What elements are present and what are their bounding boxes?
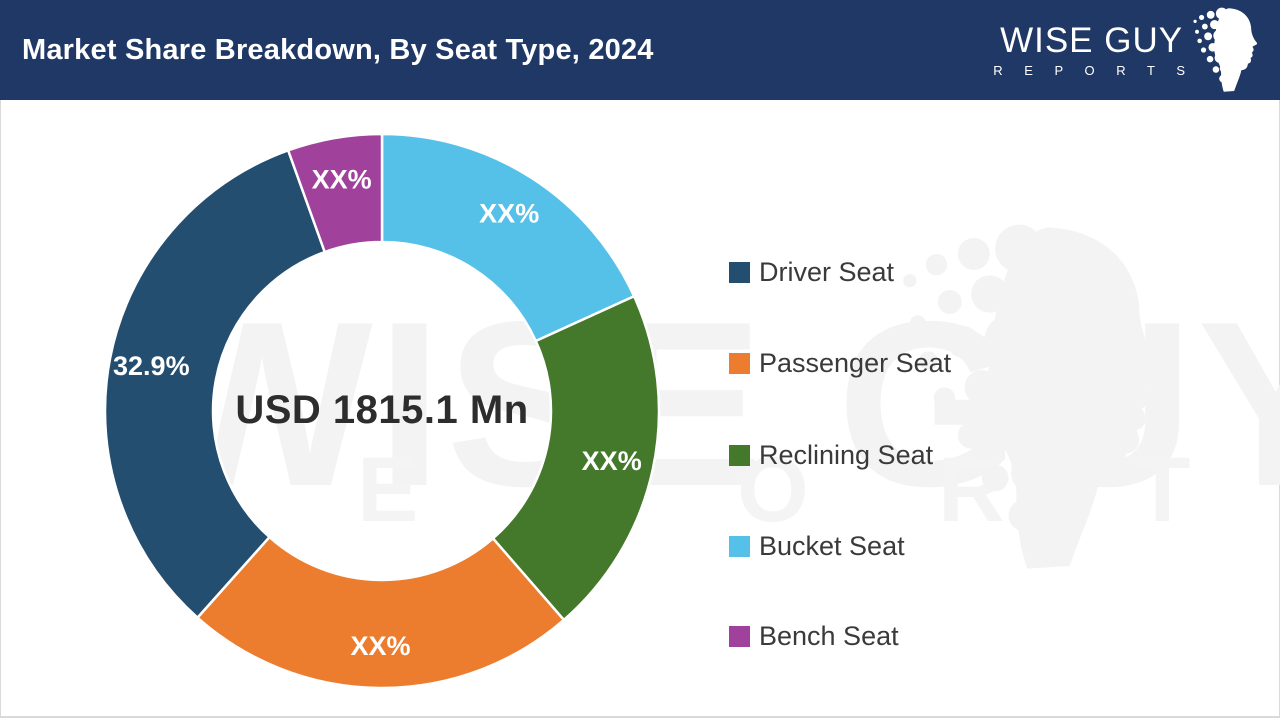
legend-item-reclining-seat: Reclining Seat (729, 440, 933, 470)
header: Market Share Breakdown, By Seat Type, 20… (0, 0, 1280, 100)
legend-swatch-driver-seat (729, 261, 750, 283)
donut-chart: XX% XX% XX% 32.9% XX% (100, 129, 664, 693)
watermark-face-icon (893, 222, 1188, 574)
legend-label: Bucket Seat (759, 530, 905, 561)
logo: WISE GUY R E P O R T S (989, 6, 1264, 94)
logo-wordmark: WISE GUY (1000, 21, 1184, 60)
legend-label: Bench Seat (759, 620, 899, 651)
donut-slice-reclining-seat (491, 294, 661, 622)
slice-label-driver-seat: 32.9% (113, 351, 190, 381)
legend-swatch-passenger-seat (729, 352, 750, 374)
legend-swatch-bench-seat (729, 625, 750, 647)
legend-item-bench-seat: Bench Seat (729, 621, 899, 651)
legend-item-passenger-seat: Passenger Seat (729, 348, 951, 378)
page-title: Market Share Breakdown, By Seat Type, 20… (22, 33, 654, 66)
legend-item-driver-seat: Driver Seat (729, 257, 894, 287)
donut-svg: XX% XX% XX% 32.9% XX% (103, 132, 661, 690)
legend-swatch-reclining-seat (729, 444, 750, 466)
legend-label: Passenger Seat (759, 347, 952, 378)
donut-slice-bucket-seat (380, 132, 636, 343)
slice-label-bench-seat: XX% (312, 165, 372, 195)
logo-face-icon (1190, 7, 1264, 93)
donut-slice-bench-seat (286, 132, 384, 254)
legend-item-bucket-seat: Bucket Seat (729, 531, 905, 561)
slice-label-bucket-seat: XX% (479, 198, 539, 228)
slice-label-reclining-seat: XX% (582, 446, 642, 476)
donut-slice-driver-seat (103, 149, 326, 619)
legend-label: Driver Seat (759, 256, 895, 287)
chart-center-value: USD 1815.1 Mn (235, 388, 529, 432)
donut-slice-passenger-seat (196, 535, 566, 690)
content-area: WISE GUY R E P O R T S XX%XX%XX%32.9%XX%… (0, 100, 1280, 718)
legend-swatch-bucket-seat (729, 535, 750, 557)
logo-text: WISE GUY R E P O R T S (989, 23, 1194, 77)
logo-subtitle: R E P O R T S (993, 63, 1194, 78)
legend-label: Reclining Seat (759, 439, 934, 470)
slice-label-passenger-seat: XX% (350, 631, 410, 661)
